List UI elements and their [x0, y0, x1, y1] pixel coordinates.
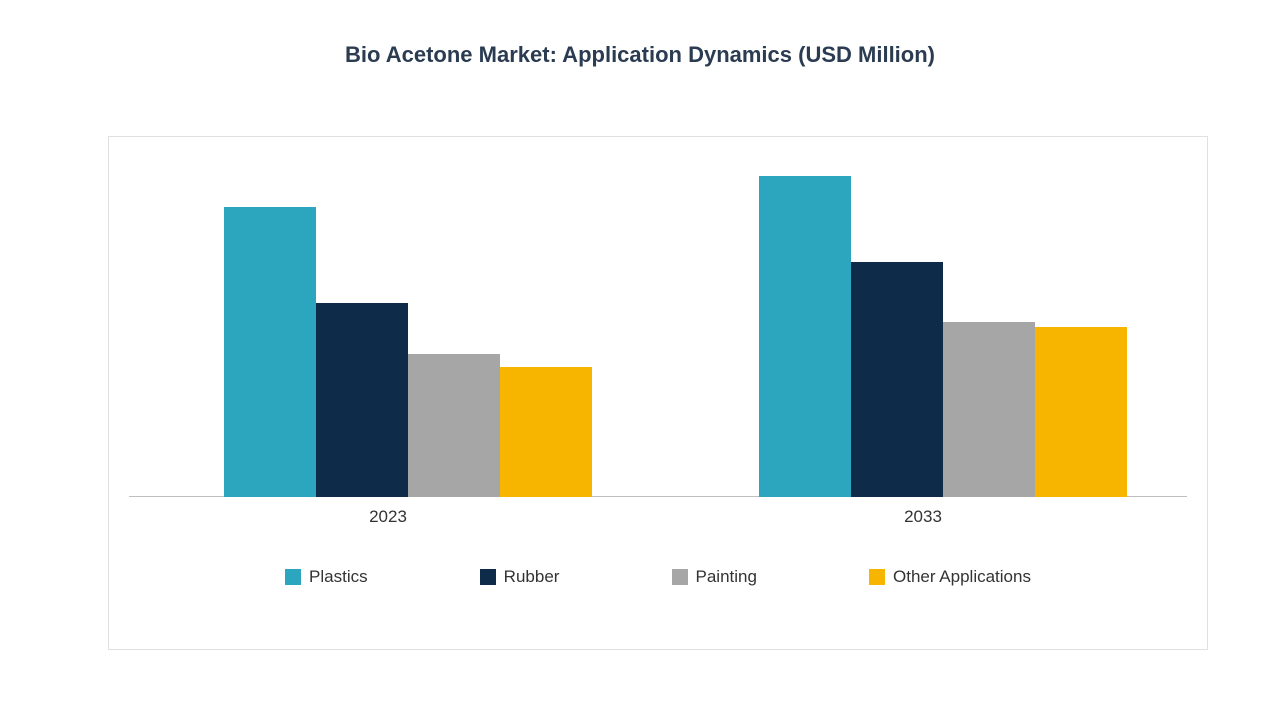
legend-label: Painting — [696, 567, 757, 587]
legend-label: Rubber — [504, 567, 560, 587]
legend-item-painting: Painting — [672, 567, 757, 587]
bar-2033-rubber — [851, 262, 943, 497]
bar-2033-painting — [943, 322, 1035, 497]
bar-2033-plastics — [759, 176, 851, 497]
legend-item-rubber: Rubber — [480, 567, 560, 587]
legend-item-other-applications: Other Applications — [869, 567, 1031, 587]
xlabel-2023: 2023 — [204, 507, 572, 527]
bar-2023-rubber — [316, 303, 408, 497]
legend-swatch — [285, 569, 301, 585]
chart-title: Bio Acetone Market: Application Dynamics… — [0, 42, 1280, 68]
bar-2023-other-applications — [500, 367, 592, 497]
legend-label: Other Applications — [893, 567, 1031, 587]
bar-2023-painting — [408, 354, 500, 497]
bar-2023-plastics — [224, 207, 316, 497]
bar-2033-other-applications — [1035, 327, 1127, 497]
legend-swatch — [672, 569, 688, 585]
xlabel-2033: 2033 — [739, 507, 1107, 527]
legend-item-plastics: Plastics — [285, 567, 368, 587]
legend: Plastics Rubber Painting Other Applications — [109, 567, 1207, 587]
legend-label: Plastics — [309, 567, 368, 587]
chart-container: Plastics Rubber Painting Other Applications… — [108, 136, 1208, 650]
legend-swatch — [480, 569, 496, 585]
legend-swatch — [869, 569, 885, 585]
plot-area — [129, 157, 1187, 497]
